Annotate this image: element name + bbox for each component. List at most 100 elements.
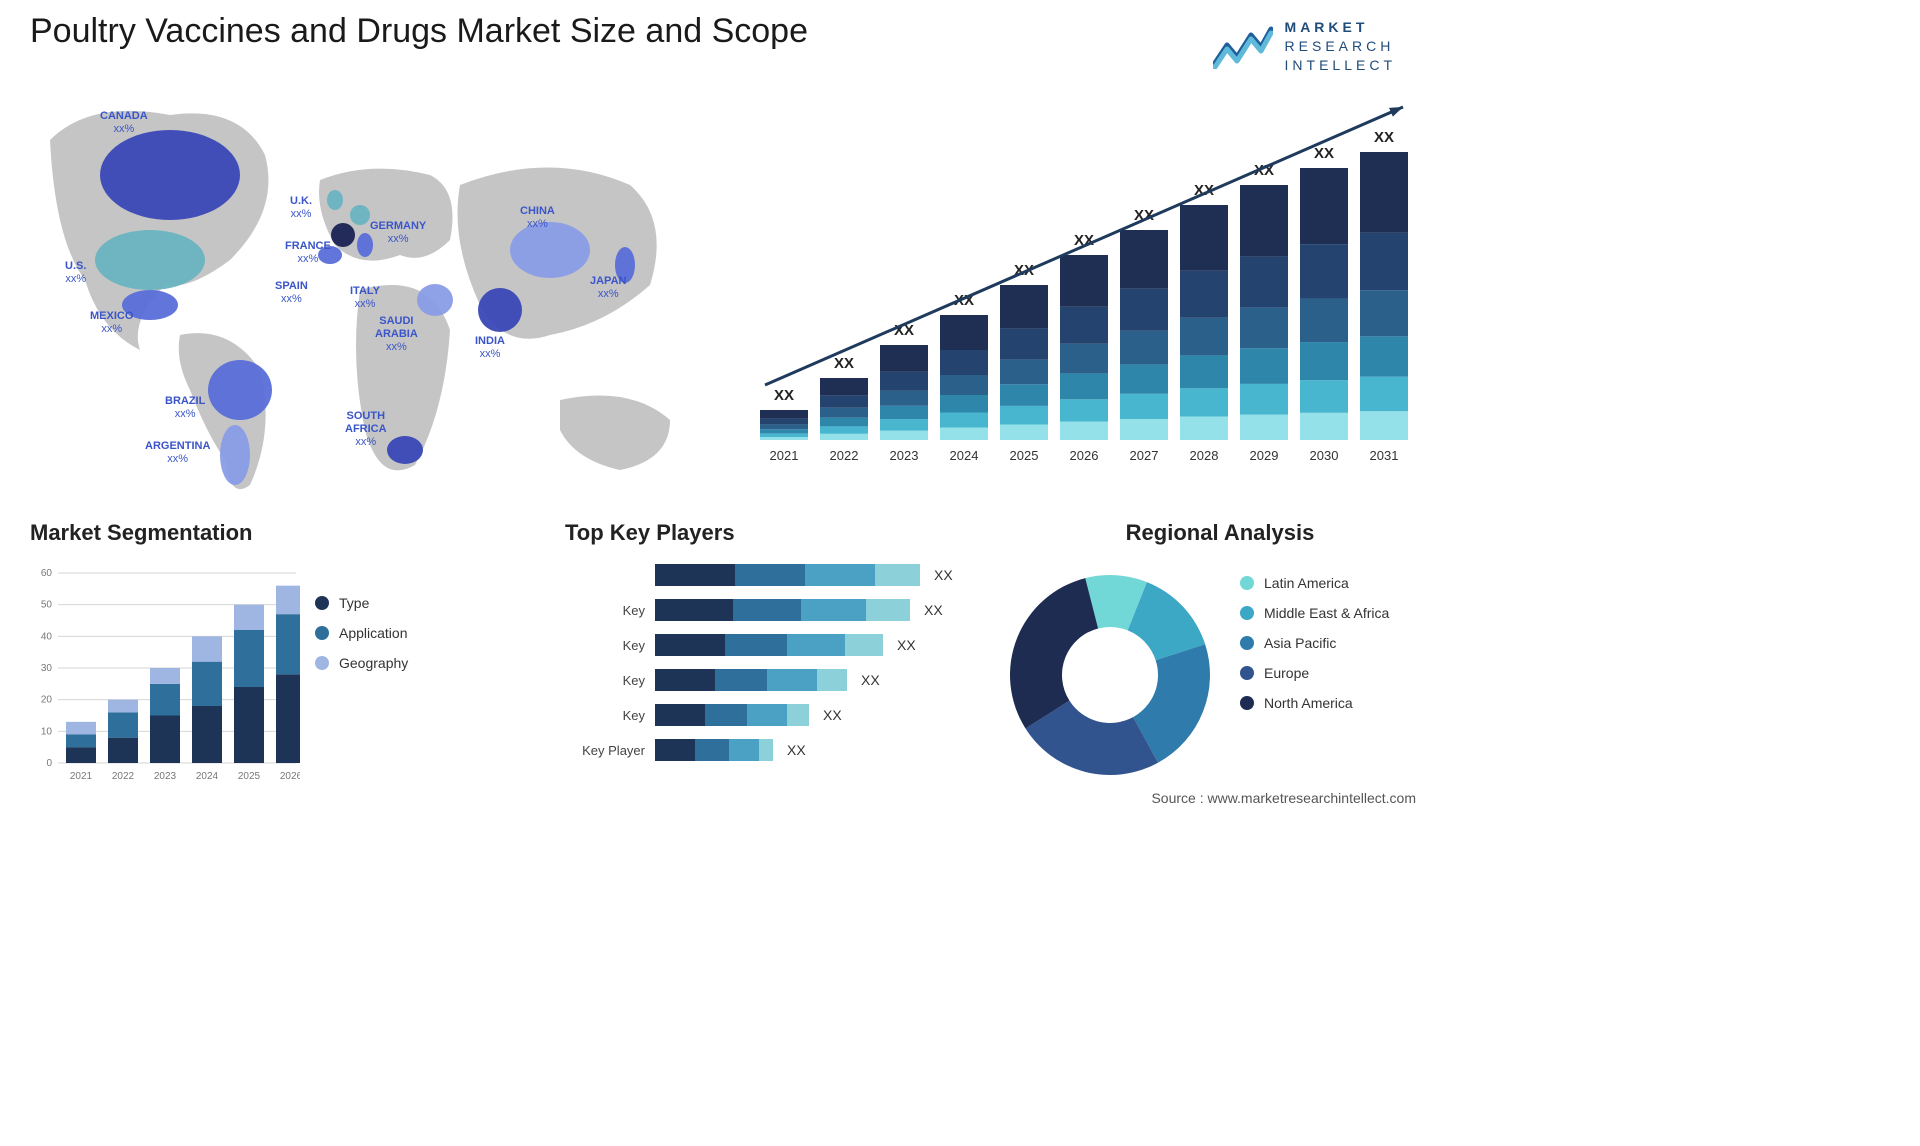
legend-swatch-icon [315,596,329,610]
segmentation-chart: 0102030405060202120222023202420252026 [30,565,300,785]
svg-text:2026: 2026 [280,771,300,782]
key-player-label: Key [565,708,655,723]
key-player-bar [655,564,920,586]
key-player-row: KeyXX [565,702,985,728]
segmentation-panel: Market Segmentation 01020304050602021202… [30,520,460,546]
legend-swatch-icon [315,626,329,640]
map-label-saudi-arabia: SAUDIARABIAxx% [375,315,418,355]
page-title: Poultry Vaccines and Drugs Market Size a… [30,12,808,51]
map-label-brazil: BRAZILxx% [165,395,205,421]
svg-text:XX: XX [834,355,854,372]
svg-text:40: 40 [41,631,53,642]
legend-label: Latin America [1264,575,1349,591]
map-label-south-africa: SOUTHAFRICAxx% [345,410,387,450]
svg-text:XX: XX [774,387,794,404]
svg-text:2024: 2024 [196,771,219,782]
key-player-bar [655,599,910,621]
legend-item: Europe [1240,665,1389,681]
key-player-value: XX [861,672,880,688]
svg-text:2022: 2022 [112,771,135,782]
key-player-label: Key [565,603,655,618]
key-player-value: XX [787,742,806,758]
legend-label: Asia Pacific [1264,635,1336,651]
map-label-u-s-: U.S.xx% [65,260,86,286]
legend-label: Middle East & Africa [1264,605,1389,621]
source-text: Source : www.marketresearchintellect.com [1151,790,1416,806]
legend-label: North America [1264,695,1353,711]
legend-label: Application [339,625,408,641]
legend-label: Europe [1264,665,1309,681]
regional-panel: Regional Analysis Latin AmericaMiddle Ea… [1005,520,1435,546]
key-player-row: Key XX [565,667,985,693]
key-player-bar [655,634,883,656]
svg-text:2023: 2023 [890,448,919,463]
svg-text:XX: XX [1314,145,1334,162]
svg-text:2022: 2022 [830,448,859,463]
svg-text:20: 20 [41,695,53,706]
logo-text: MARKET RESEARCH INTELLECT [1285,18,1396,75]
legend-swatch-icon [1240,606,1254,620]
key-player-value: XX [934,567,953,583]
map-label-india: INDIAxx% [475,335,505,361]
map-label-france: FRANCExx% [285,240,331,266]
map-label-spain: SPAINxx% [275,280,308,306]
key-players-title: Top Key Players [565,520,985,546]
key-player-value: XX [897,637,916,653]
segmentation-legend: Type Application Geography [315,595,408,685]
regional-donut [1005,570,1215,780]
map-label-argentina: ARGENTINAxx% [145,440,210,466]
legend-swatch-icon [1240,696,1254,710]
map-label-mexico: MEXICOxx% [90,310,133,336]
legend-item: Application [315,625,408,641]
key-player-label: Key [565,638,655,653]
map-label-germany: GERMANYxx% [370,220,426,246]
brand-logo: MARKET RESEARCH INTELLECT [1213,18,1396,75]
svg-text:0: 0 [46,758,52,769]
svg-text:2021: 2021 [70,771,93,782]
key-player-row: Key Player XX [565,737,985,763]
legend-label: Type [339,595,369,611]
world-map-panel: CANADAxx%U.S.xx%MEXICOxx%BRAZILxx%ARGENT… [30,90,710,500]
legend-swatch-icon [1240,666,1254,680]
svg-text:2023: 2023 [154,771,177,782]
svg-text:2024: 2024 [950,448,979,463]
legend-item: Type [315,595,408,611]
svg-text:30: 30 [41,663,53,674]
map-label-u-k-: U.K.xx% [290,195,312,221]
legend-swatch-icon [1240,636,1254,650]
key-players-panel: Top Key Players XXKeyXXKeyXXKeyXXKeyXXKe… [565,520,985,546]
legend-item: Geography [315,655,408,671]
legend-item: Asia Pacific [1240,635,1389,651]
legend-item: Middle East & Africa [1240,605,1389,621]
key-player-row: XX [565,562,985,588]
growth-chart: XX2021XX2022XX2023XX2024XX2025XX2026XX20… [750,95,1410,475]
logo-mark-icon [1213,23,1273,69]
map-label-italy: ITALYxx% [350,285,380,311]
svg-text:10: 10 [41,726,53,737]
svg-text:2026: 2026 [1070,448,1099,463]
key-player-value: XX [924,602,943,618]
key-player-bar [655,739,773,761]
svg-text:50: 50 [41,600,53,611]
key-player-label: Key [565,673,655,688]
regional-legend: Latin America Middle East & Africa Asia Pa… [1240,575,1389,725]
svg-text:2029: 2029 [1250,448,1279,463]
legend-item: North America [1240,695,1389,711]
svg-text:2025: 2025 [238,771,261,782]
svg-text:2025: 2025 [1010,448,1039,463]
svg-text:2030: 2030 [1310,448,1339,463]
key-player-bar [655,669,847,691]
svg-text:2031: 2031 [1370,448,1399,463]
regional-title: Regional Analysis [1005,520,1435,546]
legend-swatch-icon [315,656,329,670]
svg-text:2021: 2021 [770,448,799,463]
svg-text:2028: 2028 [1190,448,1219,463]
svg-text:2027: 2027 [1130,448,1159,463]
key-player-label: Key Player [565,743,655,758]
key-players-chart: XXKeyXXKeyXXKeyXXKeyXXKey PlayerXX [565,562,985,787]
legend-label: Geography [339,655,408,671]
map-label-china: CHINAxx% [520,205,555,231]
legend-swatch-icon [1240,576,1254,590]
svg-text:XX: XX [1374,129,1394,146]
segmentation-title: Market Segmentation [30,520,460,546]
